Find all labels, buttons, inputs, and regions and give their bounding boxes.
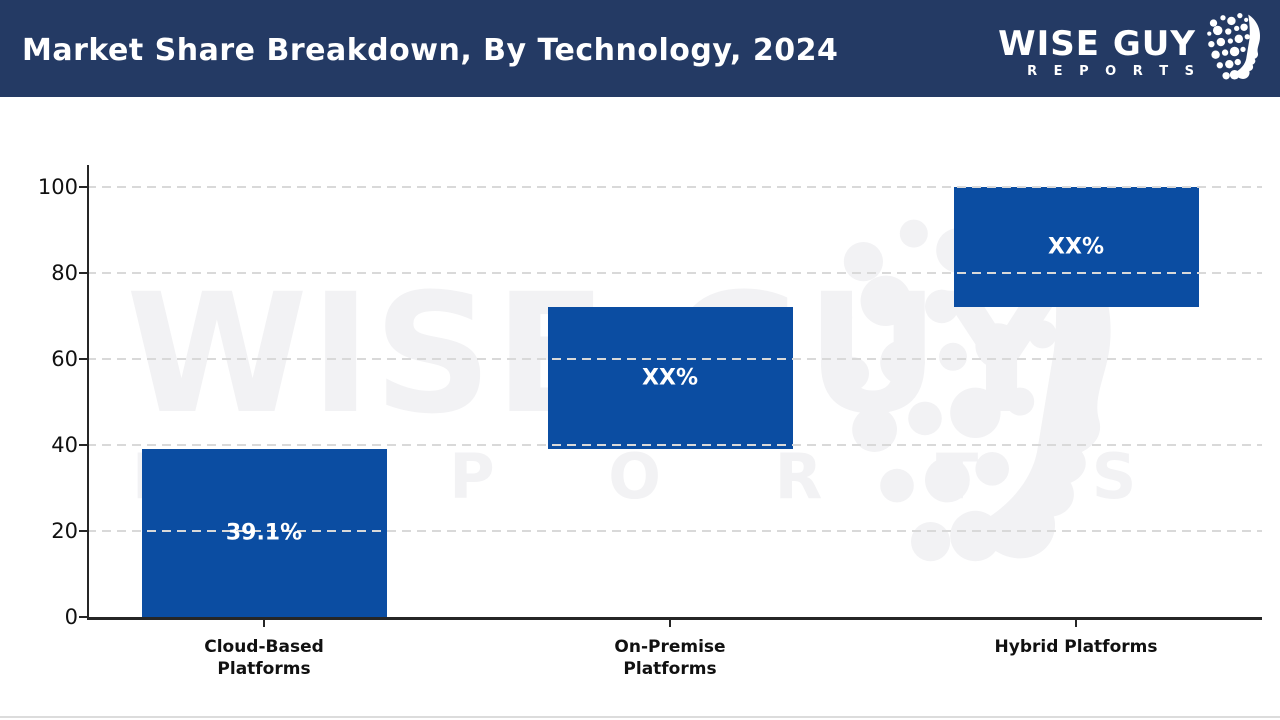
page-title: Market Share Breakdown, By Technology, 2…	[22, 33, 839, 68]
y-tick-mark	[79, 186, 88, 188]
bar-value-label: XX%	[1048, 234, 1104, 260]
gridline-40	[87, 444, 1262, 446]
y-tick-mark	[79, 530, 88, 532]
category-label-1: Cloud-Based Platforms	[204, 637, 324, 679]
y-tick-mark	[79, 444, 88, 446]
bar-value-label: XX%	[642, 365, 698, 391]
bar-hybrid-platforms	[953, 187, 1199, 308]
category-label-2: On-Premise Platforms	[614, 637, 726, 679]
y-axis-line	[87, 165, 89, 620]
brand-logo-subtitle: R E P O R T S	[1027, 64, 1200, 79]
header-band: Market Share Breakdown, By Technology, 2…	[0, 0, 1280, 97]
y-tick-label-60: 60	[51, 347, 78, 371]
y-tick-label-100: 100	[37, 175, 78, 199]
gridline-20	[87, 530, 1262, 532]
x-tick-mark	[1075, 620, 1077, 627]
bar-cloud-based-platforms	[141, 448, 387, 617]
brand-logo: WISE GUY R E P O R T S	[998, 6, 1266, 92]
y-tick-label-0: 0	[64, 605, 78, 629]
x-tick-mark	[669, 620, 671, 627]
gridline-80	[87, 272, 1262, 274]
brand-face-icon	[1207, 13, 1261, 80]
x-tick-mark	[263, 620, 265, 627]
category-label-3: Hybrid Platforms	[994, 637, 1158, 657]
gridline-60	[87, 358, 1262, 360]
bar-on-premise-platforms	[547, 307, 793, 449]
y-tick-label-80: 80	[51, 261, 78, 285]
y-tick-label-20: 20	[51, 519, 78, 543]
y-tick-label-40: 40	[51, 433, 78, 457]
y-tick-mark	[79, 272, 88, 274]
brand-logo-wordmark: WISE GUY	[998, 24, 1196, 64]
y-tick-mark	[79, 358, 88, 360]
gridline-100	[87, 186, 1262, 188]
footer-divider	[0, 716, 1280, 718]
bar-value-label: 39.1%	[225, 520, 303, 546]
x-axis-line	[87, 617, 1262, 620]
y-tick-mark	[79, 616, 88, 618]
